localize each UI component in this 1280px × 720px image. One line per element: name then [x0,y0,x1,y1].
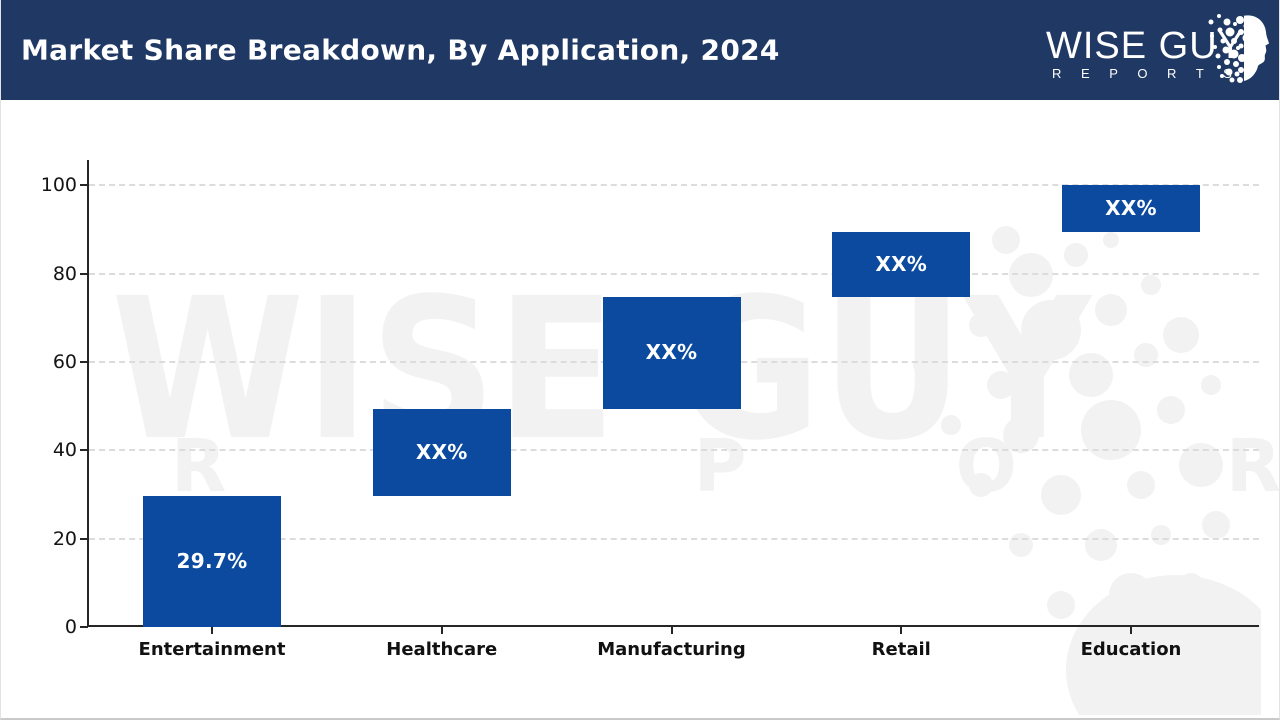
y-tick-mark [80,184,88,187]
bar-value-label: 29.7% [176,548,248,573]
y-tick-label: 40 [52,439,77,462]
bar-value-label: XX% [645,340,698,365]
y-tick-mark [80,449,88,452]
header-band: Market Share Breakdown, By Application, … [1,0,1279,100]
y-axis-line [87,160,89,627]
x-axis-line [87,625,1259,627]
page-title: Market Share Breakdown, By Application, … [21,33,780,67]
y-tick-label: 80 [52,262,77,285]
bar-value-label: XX% [415,439,468,464]
gridline-100 [89,184,1259,187]
bar-value-label: XX% [1105,196,1157,221]
bar-value-label: XX% [875,251,928,276]
x-tick-mark [1130,627,1132,634]
category-label-education: Education [1080,639,1182,660]
y-tick-label: 20 [52,527,77,550]
x-tick-mark [211,627,213,634]
gridline-40 [89,449,1259,452]
gridline-80 [89,272,1259,275]
category-label-manufacturing: Manufacturing [597,639,746,660]
y-tick-mark [80,272,88,275]
x-tick-mark [900,627,903,634]
bar-manufacturing [602,297,741,409]
bar-retail [832,231,971,298]
y-tick-mark [80,360,88,363]
logo-wordmark: WISE GUY [1046,25,1244,67]
x-tick-mark [670,627,673,634]
logo-subtext: R E P O R T S [1052,66,1240,81]
category-label-entertainment: Entertainment [138,639,286,660]
x-tick-mark [440,627,443,634]
y-tick-mark [80,626,88,628]
y-tick-label: 100 [40,174,77,197]
wise-guy-logo: WISE GUY R E P O R T S [1046,14,1269,83]
gridline-20 [89,537,1259,540]
watermark-head-icon [913,226,1261,715]
y-tick-mark [80,537,88,540]
bar-education [1062,185,1200,232]
y-tick-label: 60 [52,350,77,373]
y-tick-label: 0 [64,616,77,638]
bar-entertainment [143,495,281,627]
category-label-healthcare: Healthcare [386,639,498,660]
bar-healthcare [372,408,511,496]
category-label-retail: Retail [871,639,931,660]
logo-head-icon [1208,14,1269,83]
